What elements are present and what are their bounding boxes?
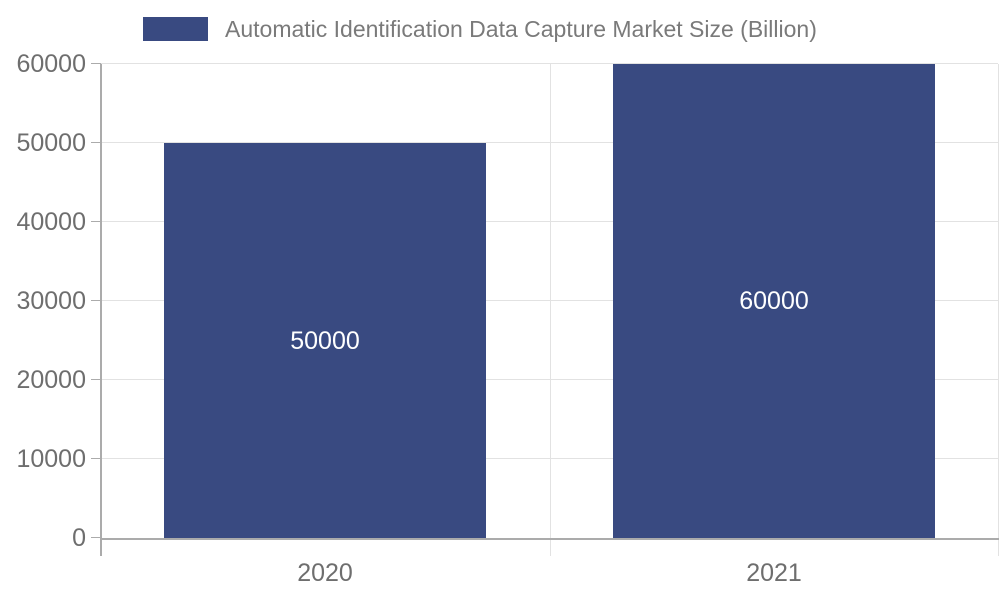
y-axis-tick bbox=[91, 142, 101, 143]
y-gridline bbox=[101, 221, 998, 222]
x-tick-label-2020: 2020 bbox=[297, 559, 353, 587]
y-gridline bbox=[101, 379, 998, 380]
legend-swatch-icon bbox=[143, 17, 208, 41]
y-tick-label: 10000 bbox=[16, 445, 86, 473]
x-tick-label-2021: 2021 bbox=[746, 559, 802, 587]
y-axis-tick bbox=[91, 63, 101, 64]
y-tick-label: 0 bbox=[72, 524, 86, 552]
y-gridline bbox=[101, 300, 998, 301]
y-axis-line bbox=[100, 64, 102, 556]
y-axis-tick bbox=[91, 379, 101, 380]
category-boundary-gridline bbox=[550, 64, 551, 556]
y-tick-label: 20000 bbox=[16, 366, 86, 394]
bar-value-label: 50000 bbox=[290, 326, 360, 355]
y-tick-label: 30000 bbox=[16, 287, 86, 315]
y-tick-label: 50000 bbox=[16, 129, 86, 157]
y-tick-label: 40000 bbox=[16, 208, 86, 236]
bar-value-label: 60000 bbox=[739, 287, 809, 315]
chart-legend[interactable]: Automatic Identification Data Capture Ma… bbox=[143, 17, 817, 41]
legend-label: Automatic Identification Data Capture Ma… bbox=[225, 16, 817, 42]
y-axis-tick bbox=[91, 300, 101, 301]
y-gridline bbox=[101, 63, 998, 64]
y-gridline bbox=[101, 142, 998, 143]
y-axis-tick bbox=[91, 537, 101, 538]
bar-2020[interactable]: 50000 bbox=[164, 143, 486, 538]
x-axis-line bbox=[100, 538, 999, 540]
y-gridline bbox=[101, 458, 998, 459]
category-boundary-gridline bbox=[998, 64, 999, 556]
y-axis-tick bbox=[91, 221, 101, 222]
bar-2021[interactable]: 60000 bbox=[613, 64, 935, 538]
y-tick-label: 60000 bbox=[16, 50, 86, 78]
y-axis-tick bbox=[91, 458, 101, 459]
